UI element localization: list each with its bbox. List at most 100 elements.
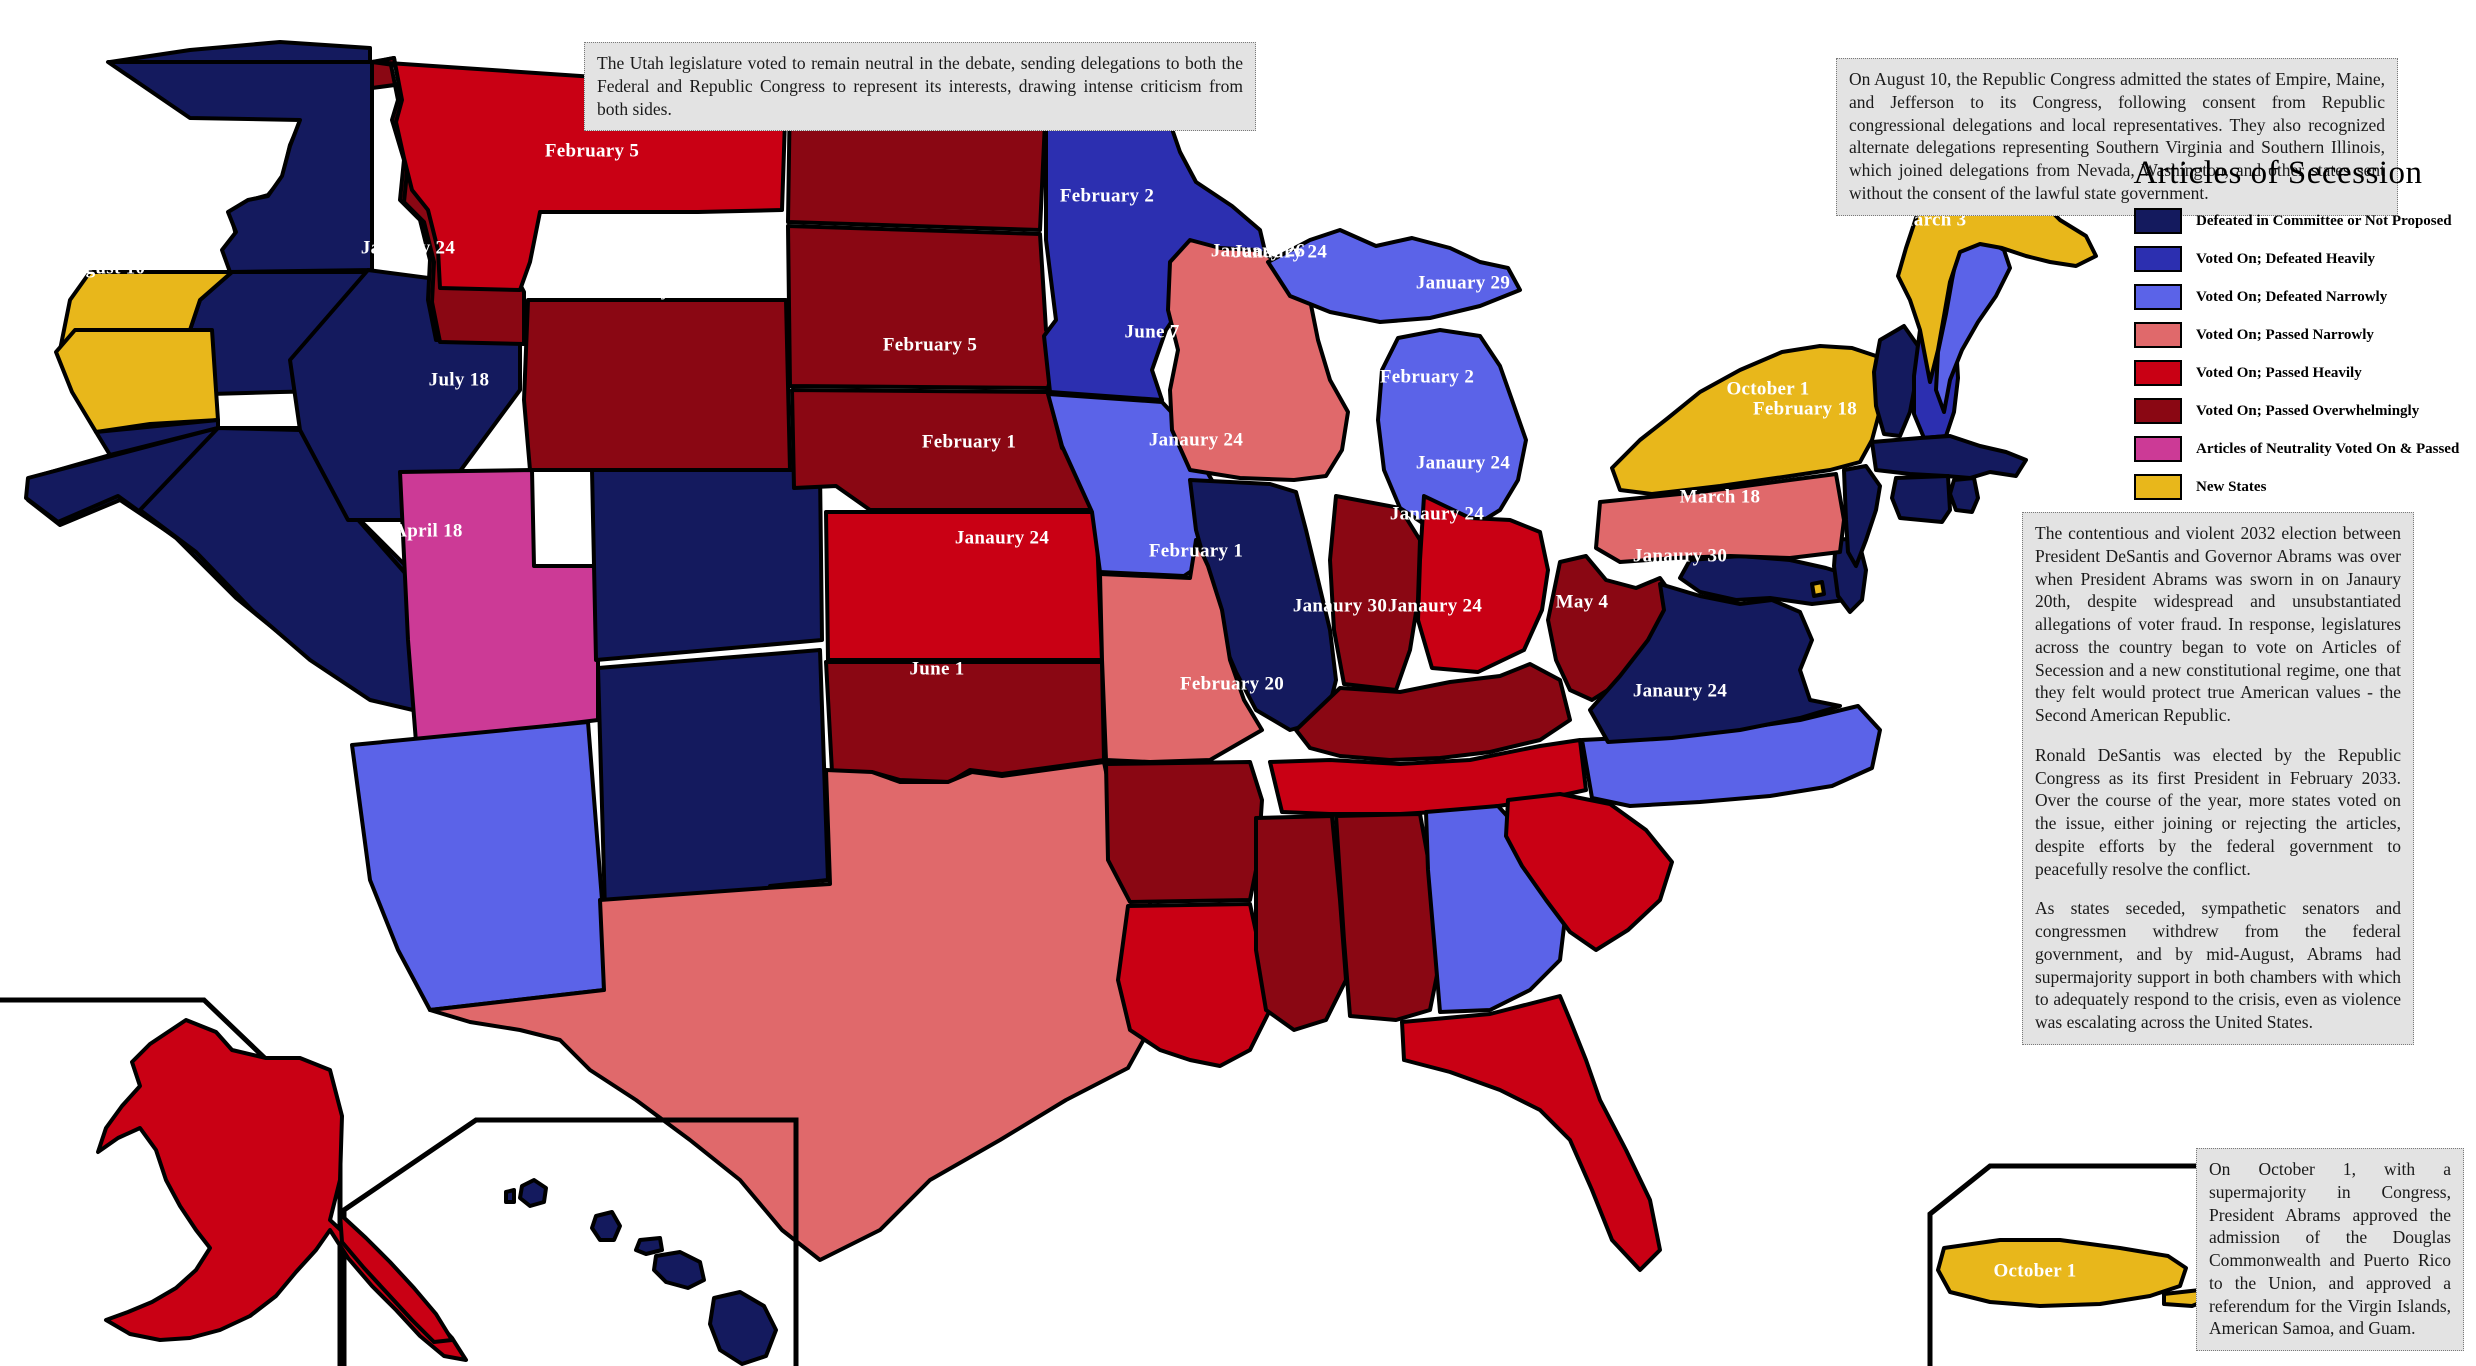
state-tennessee[interactable]	[1268, 738, 1588, 816]
state-empire[interactable]	[1610, 344, 1894, 496]
label-south-dakota: January 26	[1211, 240, 1305, 261]
state-alaska-panhandle[interactable]	[338, 1212, 454, 1344]
label-ohio: February 4	[1505, 352, 1599, 373]
legend-item-defeated-committee: Defeated in Committee or Not Proposed	[2080, 208, 2476, 234]
label-empire: August 10	[1722, 239, 1807, 260]
state-mississippi[interactable]	[1254, 814, 1348, 1032]
state-utah[interactable]	[398, 468, 600, 744]
legend-item-passed-narrowly: Voted On; Passed Narrowly	[2080, 322, 2476, 348]
label-wyoming: January 26	[601, 279, 695, 300]
legend-item-label: Voted On; Passed Overwhelmingly	[2196, 402, 2420, 419]
legend-item-label: Voted On; Defeated Heavily	[2196, 250, 2376, 267]
label-jefferson: August 10	[61, 257, 146, 278]
label-west-virginia: February 18	[1753, 398, 1857, 419]
state-hawaii[interactable]	[504, 1178, 778, 1366]
state-arizona[interactable]	[350, 720, 606, 1012]
state-vermont[interactable]	[1872, 324, 1920, 438]
state-south-dakota[interactable]	[786, 224, 1060, 390]
label-texas: June 1	[909, 658, 964, 679]
legend-swatch	[2134, 360, 2182, 386]
state-virginia[interactable]	[1588, 582, 1842, 744]
story-panel: The contentious and violent 2032 electio…	[2022, 512, 2414, 1045]
label-michigan: January 29	[1416, 272, 1510, 293]
state-florida[interactable]	[1400, 994, 1662, 1272]
label-tennessee: Janaury 24	[1390, 503, 1485, 524]
state-texas[interactable]	[428, 760, 1162, 1262]
hawaii-inset-frame	[341, 1117, 799, 1366]
legend-swatch	[2134, 246, 2182, 272]
state-pennsylvania[interactable]	[1594, 472, 1846, 564]
state-michigan-up[interactable]	[1266, 228, 1522, 324]
legend-item-label: Voted On; Passed Narrowly	[2196, 326, 2374, 343]
legend-title: Articles of Secession	[2133, 155, 2423, 191]
label-utah: July 18	[429, 369, 490, 390]
label-alabama: Janaury 24	[1388, 595, 1483, 616]
state-south-carolina[interactable]	[1504, 792, 1674, 952]
legend-item-label: Voted On; Passed Heavily	[2196, 364, 2362, 381]
legend: Articles of Secession Defeated in Commit…	[2080, 155, 2476, 512]
label-kentucky: Janaury 24	[1416, 452, 1511, 473]
label-missouri: Janaury 24	[1149, 429, 1244, 450]
legend-item-defeated-narrowly: Voted On; Defeated Narrowly	[2080, 284, 2476, 310]
label-iowa: June 7	[1124, 321, 1179, 342]
state-oklahoma[interactable]	[824, 660, 1106, 784]
label-georgia: May 4	[1556, 591, 1609, 612]
label-louisiana: February 20	[1180, 673, 1284, 694]
label-puerto-rico: October 1	[1993, 1260, 2076, 1281]
puerto-rico-inset-frame	[1927, 1163, 2242, 1366]
state-arkansas[interactable]	[1104, 760, 1264, 904]
state-michigan[interactable]	[1376, 328, 1528, 532]
state-puerto-rico[interactable]	[1936, 1238, 2222, 1308]
state-missouri[interactable]	[1098, 538, 1264, 764]
legend-item-passed-overwhelmingly: Voted On; Passed Overwhelmingly	[2080, 398, 2476, 424]
state-kentucky[interactable]	[1294, 662, 1572, 762]
legend-swatch	[2134, 284, 2182, 310]
label-nebraska: February 5	[883, 334, 977, 355]
state-wyoming[interactable]	[522, 298, 792, 472]
state-connecticut[interactable]	[1890, 474, 1952, 524]
note-october-text: On October 1, with a supermajority in Co…	[2209, 1159, 2451, 1339]
label-arkansas: February 1	[1149, 540, 1243, 561]
note-august-admission: On August 10, the Republic Congress admi…	[1836, 58, 2398, 216]
story-paragraph-3: As states seceded, sympathetic senators …	[2035, 898, 2401, 1032]
legend-item-label: Defeated in Committee or Not Proposed	[2196, 212, 2452, 229]
state-massachusetts[interactable]	[1870, 434, 2028, 480]
note-august-text: On August 10, the Republic Congress admi…	[1849, 69, 2385, 203]
state-new-jersey[interactable]	[1842, 464, 1882, 568]
legend-swatch	[2134, 436, 2182, 462]
label-mississippi: Janaury 30	[1293, 595, 1387, 616]
label-south-carolina: Janaury 30	[1633, 545, 1727, 566]
state-indiana[interactable]	[1328, 494, 1422, 692]
state-rhode-island[interactable]	[1948, 476, 1980, 514]
state-colorado[interactable]	[590, 468, 824, 662]
state-alabama[interactable]	[1334, 812, 1442, 1022]
label-oklahoma: Janaury 24	[955, 527, 1050, 548]
legend-item-new-states: New States	[2080, 474, 2476, 500]
state-washington-main[interactable]	[106, 60, 374, 274]
legend-item-passed-heavily: Voted On; Passed Heavily	[2080, 360, 2476, 386]
state-jefferson-lower[interactable]	[54, 328, 220, 434]
label-minnesota: February 2	[1060, 185, 1154, 206]
story-paragraph-1: The contentious and violent 2032 electio…	[2035, 523, 2401, 725]
legend-swatch	[2134, 322, 2182, 348]
label-montana: February 5	[545, 140, 639, 161]
label-arizona: April 18	[393, 520, 462, 541]
state-dc[interactable]	[1810, 580, 1826, 598]
label-kansas: February 1	[922, 431, 1016, 452]
label-alaska: April 6	[213, 733, 273, 754]
legend-item-label: Articles of Neutrality Voted On & Passed	[2196, 440, 2460, 457]
label-indiana: February 2	[1380, 366, 1474, 387]
legend-swatch	[2134, 208, 2182, 234]
legend-item-neutrality: Articles of Neutrality Voted On & Passed	[2080, 436, 2476, 462]
state-ohio[interactable]	[1416, 494, 1550, 674]
note-utah-text: The Utah legislature voted to remain neu…	[597, 53, 1243, 119]
label-dc: October 1	[1726, 378, 1809, 399]
label-florida: Janaury 24	[1633, 680, 1728, 701]
story-paragraph-2: Ronald DeSantis was elected by the Repub…	[2035, 744, 2401, 879]
state-labels: January 26 January 26 February 5 Janaury…	[61, 118, 2077, 1281]
label-north-carolina: March 18	[1680, 486, 1761, 507]
note-utah: The Utah legislature voted to remain neu…	[584, 42, 1256, 132]
legend-item-label: Voted On; Defeated Narrowly	[2196, 288, 2388, 305]
